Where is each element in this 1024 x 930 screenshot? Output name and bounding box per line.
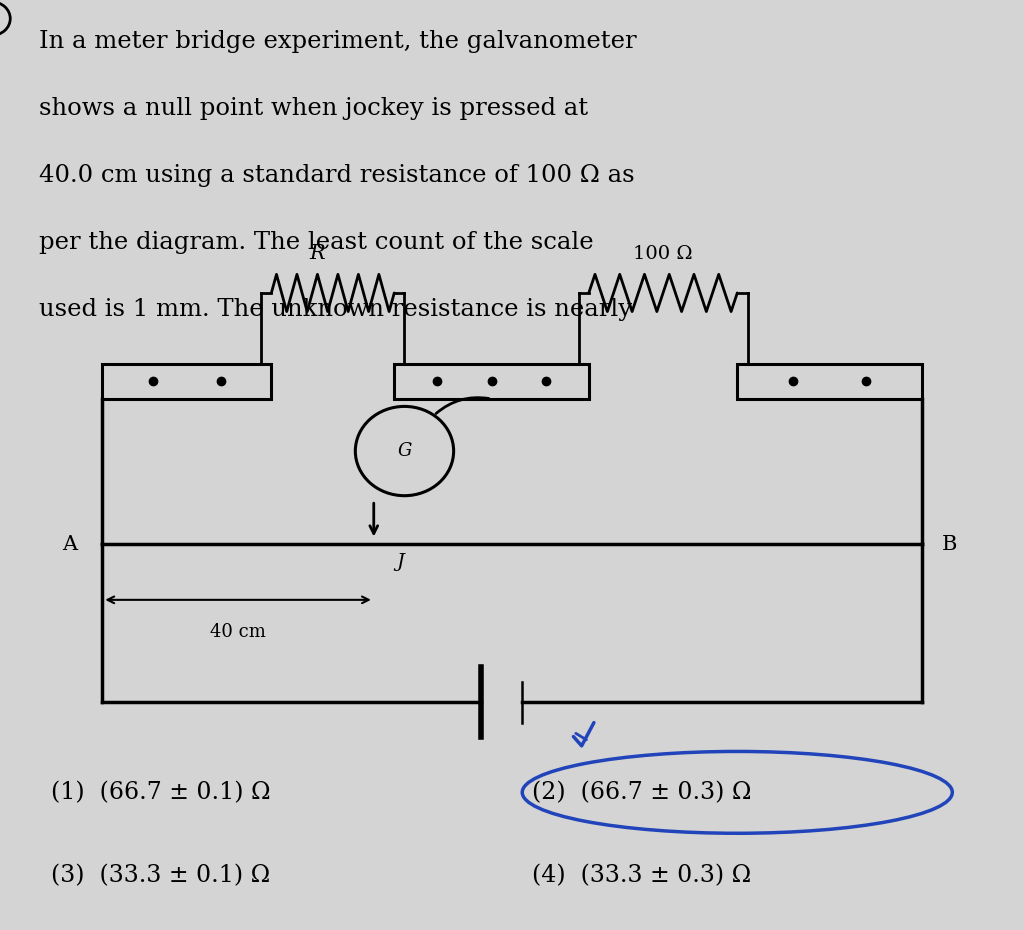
Text: (3)  (33.3 ± 0.1) Ω: (3) (33.3 ± 0.1) Ω bbox=[51, 865, 270, 887]
Text: G: G bbox=[397, 442, 412, 460]
FancyArrowPatch shape bbox=[370, 503, 378, 534]
Text: B: B bbox=[942, 535, 957, 553]
Text: per the diagram. The least count of the scale: per the diagram. The least count of the … bbox=[39, 231, 594, 254]
Bar bbox=[394, 364, 589, 399]
Text: used is 1 mm. The unknown resistance is nearly: used is 1 mm. The unknown resistance is … bbox=[39, 298, 632, 321]
Text: A: A bbox=[61, 535, 77, 553]
Text: 40.0 cm using a standard resistance of 100 Ω as: 40.0 cm using a standard resistance of 1… bbox=[39, 164, 635, 187]
Text: (2)  (66.7 ± 0.3) Ω: (2) (66.7 ± 0.3) Ω bbox=[532, 781, 752, 804]
Bar bbox=[102, 364, 271, 399]
Text: 40 cm: 40 cm bbox=[210, 623, 266, 641]
Text: In a meter bridge experiment, the galvanometer: In a meter bridge experiment, the galvan… bbox=[39, 30, 637, 53]
Bar bbox=[737, 364, 922, 399]
Text: shows a null point when jockey is pressed at: shows a null point when jockey is presse… bbox=[39, 97, 588, 120]
Text: 100 Ω: 100 Ω bbox=[633, 246, 693, 263]
Text: J: J bbox=[396, 553, 404, 571]
Text: (1)  (66.7 ± 0.1) Ω: (1) (66.7 ± 0.1) Ω bbox=[51, 781, 270, 804]
Text: R: R bbox=[309, 245, 326, 263]
Text: (4)  (33.3 ± 0.3) Ω: (4) (33.3 ± 0.3) Ω bbox=[532, 865, 752, 887]
